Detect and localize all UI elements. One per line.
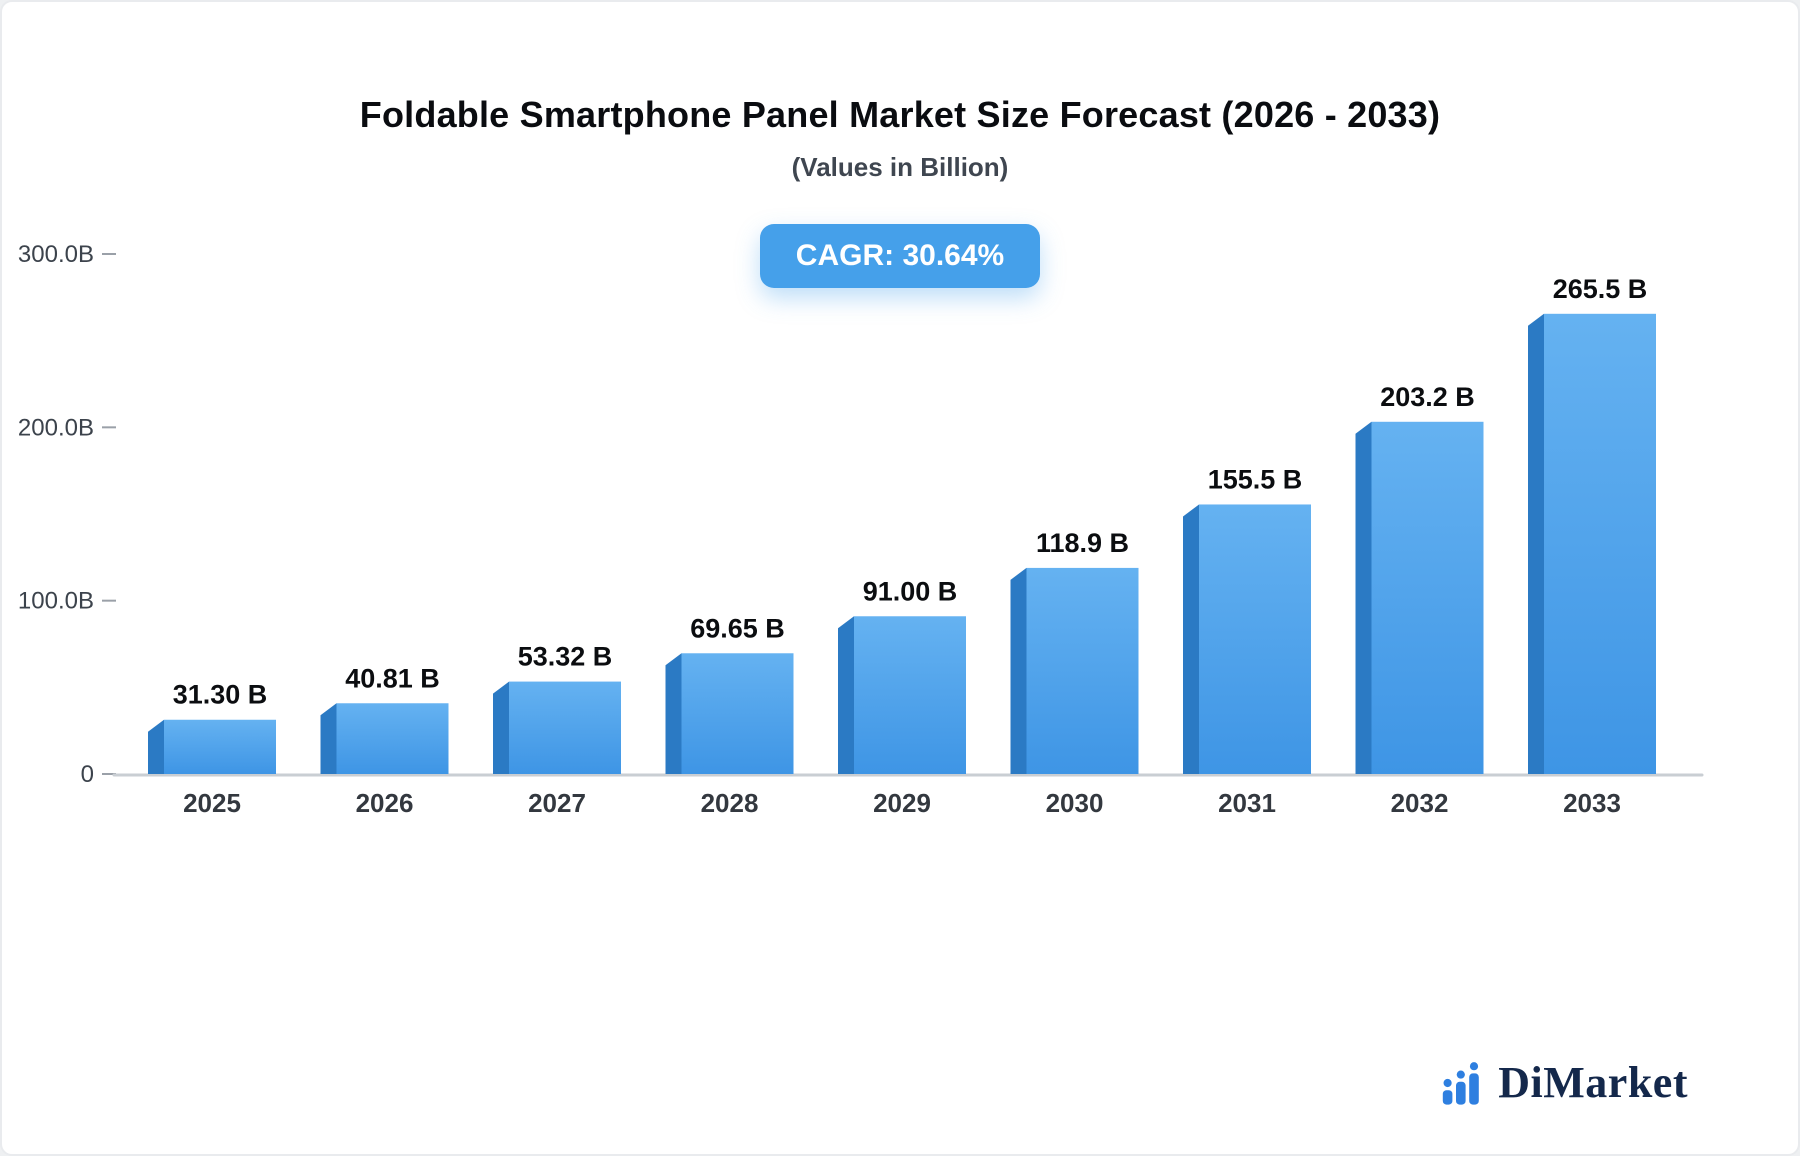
year-label: 2027	[528, 788, 586, 818]
bar-side-face	[665, 653, 682, 774]
year-label: 2029	[873, 788, 931, 818]
bar-group-2027: 53.32 B 2027	[493, 642, 621, 818]
bar-value-label: 69.65 B	[690, 613, 785, 643]
bar-group-2030: 118.9 B 2030	[1010, 528, 1139, 818]
year-label: 2031	[1218, 788, 1276, 818]
bar-front-face	[1371, 421, 1484, 774]
bar-side-face	[1010, 567, 1027, 774]
bar-group-2031: 155.5 B 2031	[1183, 464, 1311, 818]
bar-value-label: 91.00 B	[863, 576, 958, 606]
bar-side-face	[838, 616, 854, 774]
cagr-badge: CAGR: 30.64%	[759, 224, 1041, 288]
bar-value-label: 265.5 B	[1553, 274, 1648, 304]
year-label: 2032	[1391, 788, 1449, 818]
bar-value-label: 53.32 B	[518, 642, 613, 672]
bar-group-2026: 40.81 B 2026	[320, 663, 449, 818]
year-label: 2030	[1046, 788, 1104, 818]
bar-front-face	[854, 616, 966, 774]
year-label: 2033	[1563, 788, 1621, 818]
bar-group-2033: 265.5 B 2033	[1528, 274, 1656, 818]
year-label: 2025	[183, 788, 241, 818]
bar-side-face	[148, 719, 164, 774]
bar-value-label: 31.30 B	[173, 680, 268, 710]
bar-front-face	[1199, 504, 1311, 774]
year-label: 2026	[356, 788, 414, 818]
cagr-badge-wrap: CAGR: 30.64%	[2, 224, 1798, 288]
ytick-label: 300.0B	[18, 241, 94, 268]
bar-value-label: 155.5 B	[1208, 464, 1303, 494]
bar-side-face	[493, 681, 509, 774]
bar-group-2028: 69.65 B 2028	[665, 613, 794, 818]
bar-front-face	[1026, 567, 1139, 774]
bar-side-face	[1183, 504, 1199, 774]
ytick-label: 100.0B	[18, 588, 94, 615]
bar-front-face	[1544, 313, 1656, 774]
brand-logo-text: DiMarket	[1498, 1058, 1688, 1107]
bar-group-2025: 31.30 B 2025	[148, 680, 276, 818]
bar-side-face	[1528, 313, 1544, 774]
brand-logo: DiMarket	[1438, 1057, 1688, 1108]
bar-front-face	[164, 719, 276, 774]
ytick-label: 0	[81, 761, 94, 788]
bar-group-2029: 91.00 B 2029	[838, 576, 966, 818]
year-label: 2028	[701, 788, 759, 818]
bar-side-face	[1355, 421, 1372, 774]
bar-group-2032: 203.2 B 2032	[1355, 382, 1484, 818]
ytick-label: 200.0B	[18, 414, 94, 441]
bar-front-face	[681, 653, 794, 774]
bar-side-face	[320, 703, 337, 774]
bar-chart-icon	[1443, 1061, 1480, 1105]
bar-front-face	[336, 703, 449, 774]
bar-value-label: 203.2 B	[1380, 382, 1475, 412]
bar-value-label: 40.81 B	[345, 663, 440, 693]
bar-front-face	[509, 681, 621, 774]
chart-subtitle: (Values in Billion)	[791, 152, 1009, 182]
chart-title: Foldable Smartphone Panel Market Size Fo…	[359, 94, 1441, 135]
bar-value-label: 118.9 B	[1036, 528, 1129, 558]
